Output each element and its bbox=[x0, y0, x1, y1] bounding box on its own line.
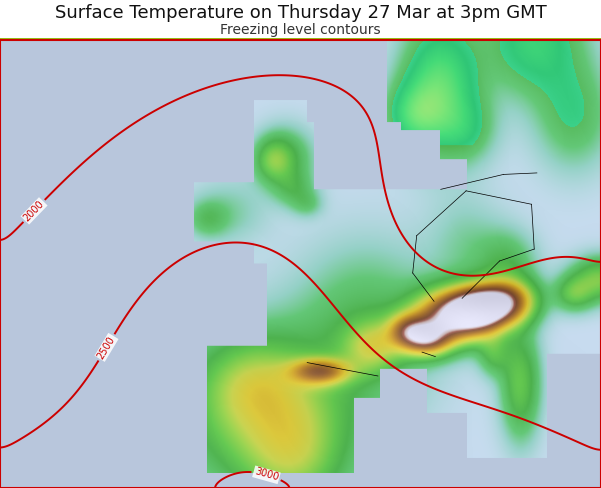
Text: 2500: 2500 bbox=[96, 334, 117, 361]
Text: Surface Temperature on Thursday 27 Mar at 3pm GMT: Surface Temperature on Thursday 27 Mar a… bbox=[55, 4, 546, 22]
Text: 2000: 2000 bbox=[22, 199, 46, 223]
Text: 3000: 3000 bbox=[253, 467, 279, 483]
Text: Freezing level contours: Freezing level contours bbox=[220, 23, 381, 37]
